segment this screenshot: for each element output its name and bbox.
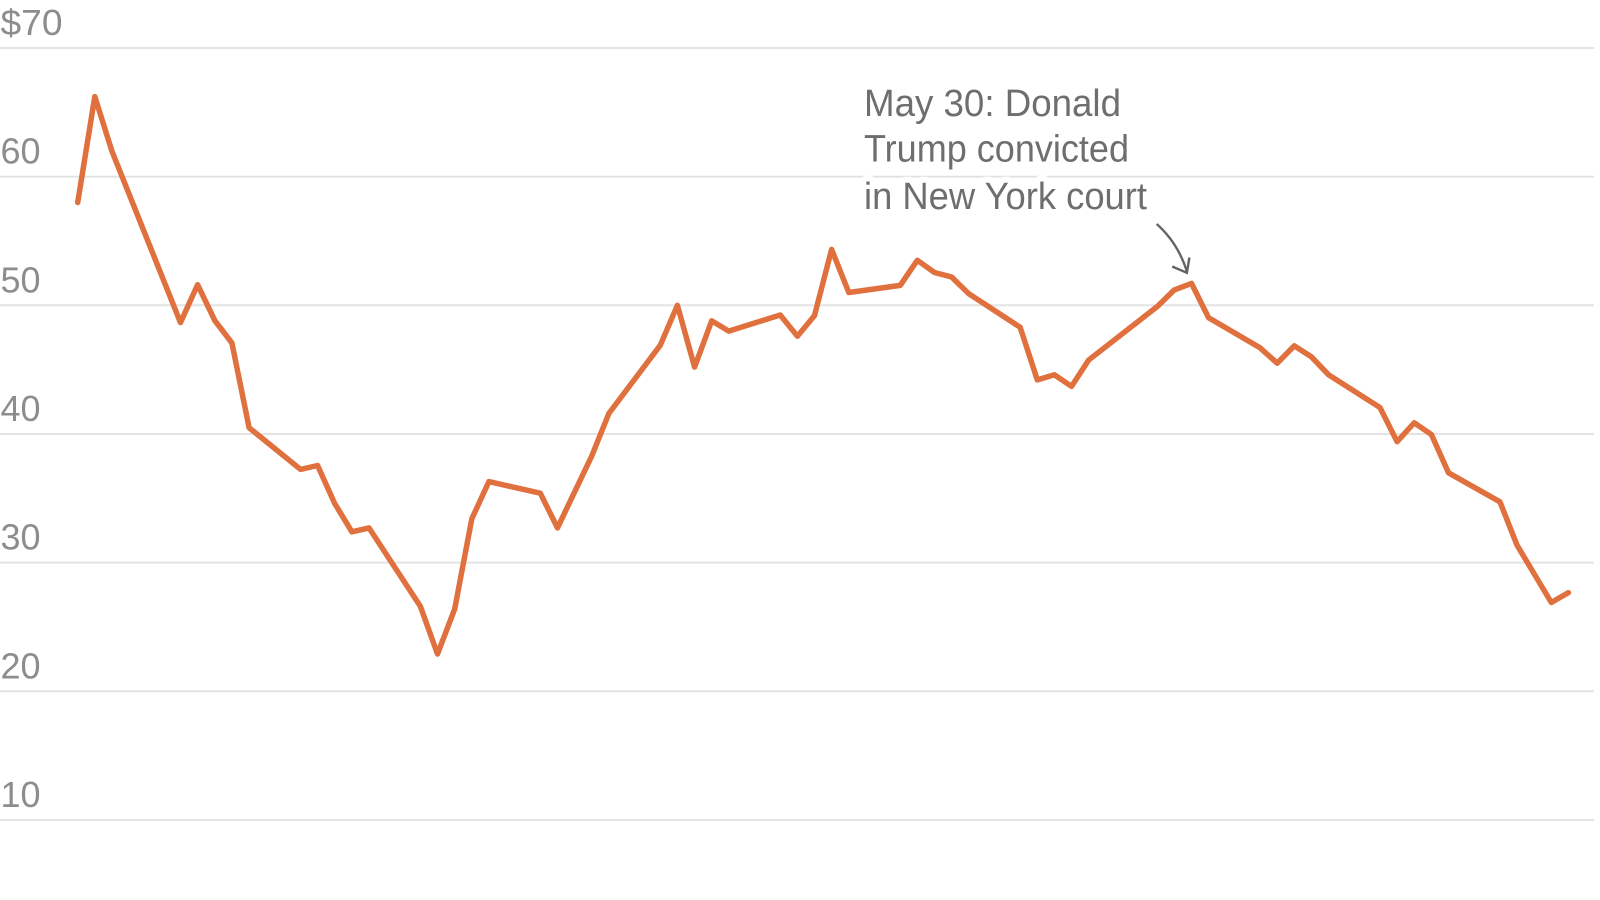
svg-text:20: 20 (1, 645, 41, 686)
svg-text:Trump convicted: Trump convicted (864, 129, 1129, 171)
svg-text:10: 10 (1, 774, 41, 815)
svg-text:May 30: Donald: May 30: Donald (864, 83, 1121, 125)
svg-text:40: 40 (1, 388, 41, 429)
svg-text:Trump convicted: Trump convicted (864, 129, 1129, 171)
svg-text:in New York court: in New York court (864, 176, 1147, 218)
svg-text:$70: $70 (1, 2, 63, 43)
svg-text:50: 50 (1, 259, 41, 300)
svg-text:30: 30 (1, 517, 41, 558)
svg-text:60: 60 (1, 131, 41, 172)
svg-text:in New York court: in New York court (864, 176, 1147, 218)
svg-text:May 30: Donald: May 30: Donald (864, 83, 1121, 125)
